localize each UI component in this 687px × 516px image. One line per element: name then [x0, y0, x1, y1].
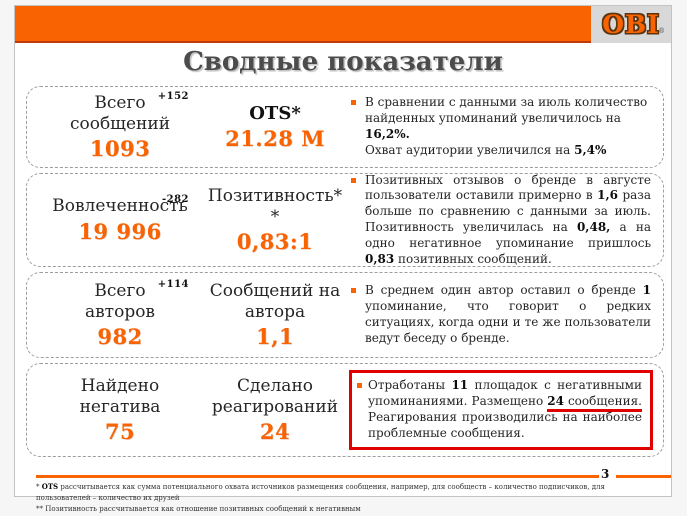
metric-value: 75 [104, 418, 136, 444]
metric-label: Сообщений на автора [209, 281, 341, 322]
summary-row-engagement: -282 Вовлеченность 19 996 Позитивность* … [26, 173, 664, 267]
metric-value: 19 996 [78, 218, 162, 244]
footnote-ots: * OTS рассчитывается как сумма потенциал… [36, 482, 605, 503]
page-title: Сводные показатели [183, 47, 503, 77]
metric-label: Всего сообщений [69, 93, 171, 134]
summary-rows: +152 Всего сообщений 1093 OTS* 21.28 M В… [26, 86, 664, 457]
bullet-icon [351, 288, 356, 294]
metric-total-authors: +114 Всего авторов 982 [35, 279, 205, 349]
metric-label: Найдено негатива [79, 376, 161, 417]
metric-delta: +152 [157, 91, 189, 103]
metric-label: Всего авторов [84, 281, 156, 322]
note-text: Позитивных отзывов о бренде в августе по… [365, 172, 652, 266]
footer-line-right [616, 475, 671, 478]
summary-row-authors: +114 Всего авторов 982 Сообщений на авто… [26, 272, 664, 358]
note-messages: В сравнении с данными за июль количество… [349, 93, 655, 160]
obi-logo-text: OBI [602, 10, 660, 39]
note-authors: В среднем один автор оставил о бренде 1 … [349, 281, 655, 348]
slide: OBI ® Сводные показатели +152 Всего сооб… [14, 5, 672, 513]
metric-value: 21.28 M [225, 126, 325, 152]
metric-label: OTS* [249, 102, 301, 124]
metric-total-messages: +152 Всего сообщений 1093 [35, 91, 205, 161]
summary-row-negative: Найдено негатива 75 Сделано реагирований… [26, 363, 664, 457]
note-negative-highlighted: Отработаны 11 площадок с негативными упо… [349, 370, 653, 450]
metric-negative-found: Найдено негатива 75 [35, 376, 205, 444]
metric-label: Вовлеченность [52, 196, 188, 217]
metric-label: Позитивность* * [207, 186, 343, 227]
note-text: В сравнении с данными за июль количество… [365, 95, 648, 157]
metric-messages-per-author: Сообщений на автора 1,1 [205, 281, 345, 349]
metric-value: 1,1 [255, 323, 295, 349]
metric-value: 982 [97, 323, 143, 349]
header: OBI ® [15, 6, 671, 43]
metric-value: 24 [259, 418, 291, 444]
metric-reactions-made: Сделано реагирований 24 [205, 376, 345, 444]
metric-ots: OTS* 21.28 M [205, 103, 345, 152]
bullet-icon [351, 177, 356, 183]
metric-value: 0,83:1 [236, 228, 314, 254]
bullet-icon [357, 383, 362, 389]
note-text: Отработаны 11 площадок с негативными упо… [368, 378, 642, 440]
header-orange-bar [15, 6, 591, 43]
obi-logo: OBI ® [591, 6, 671, 43]
metric-delta: -282 [161, 194, 189, 206]
metric-label: Сделано реагирований [211, 376, 339, 417]
bullet-icon [351, 100, 356, 106]
note-text: В среднем один автор оставил о бренде 1 … [365, 283, 651, 345]
metric-value: 1093 [89, 135, 151, 161]
note-engagement: Позитивных отзывов о бренде в августе по… [349, 171, 655, 270]
footnote-positivity: ** Позитивность рассчитывается как отнош… [36, 505, 361, 514]
page-number: 3 [601, 467, 610, 481]
metric-engagement: -282 Вовлеченность 19 996 [35, 194, 205, 244]
metric-positivity: Позитивность* * 0,83:1 [205, 186, 345, 254]
registered-trademark-icon: ® [658, 27, 665, 35]
footer-line-left [36, 475, 599, 478]
footnotes: * OTS рассчитывается как сумма потенциал… [36, 481, 659, 516]
summary-row-messages: +152 Всего сообщений 1093 OTS* 21.28 M В… [26, 86, 664, 168]
metric-delta: +114 [157, 279, 189, 291]
